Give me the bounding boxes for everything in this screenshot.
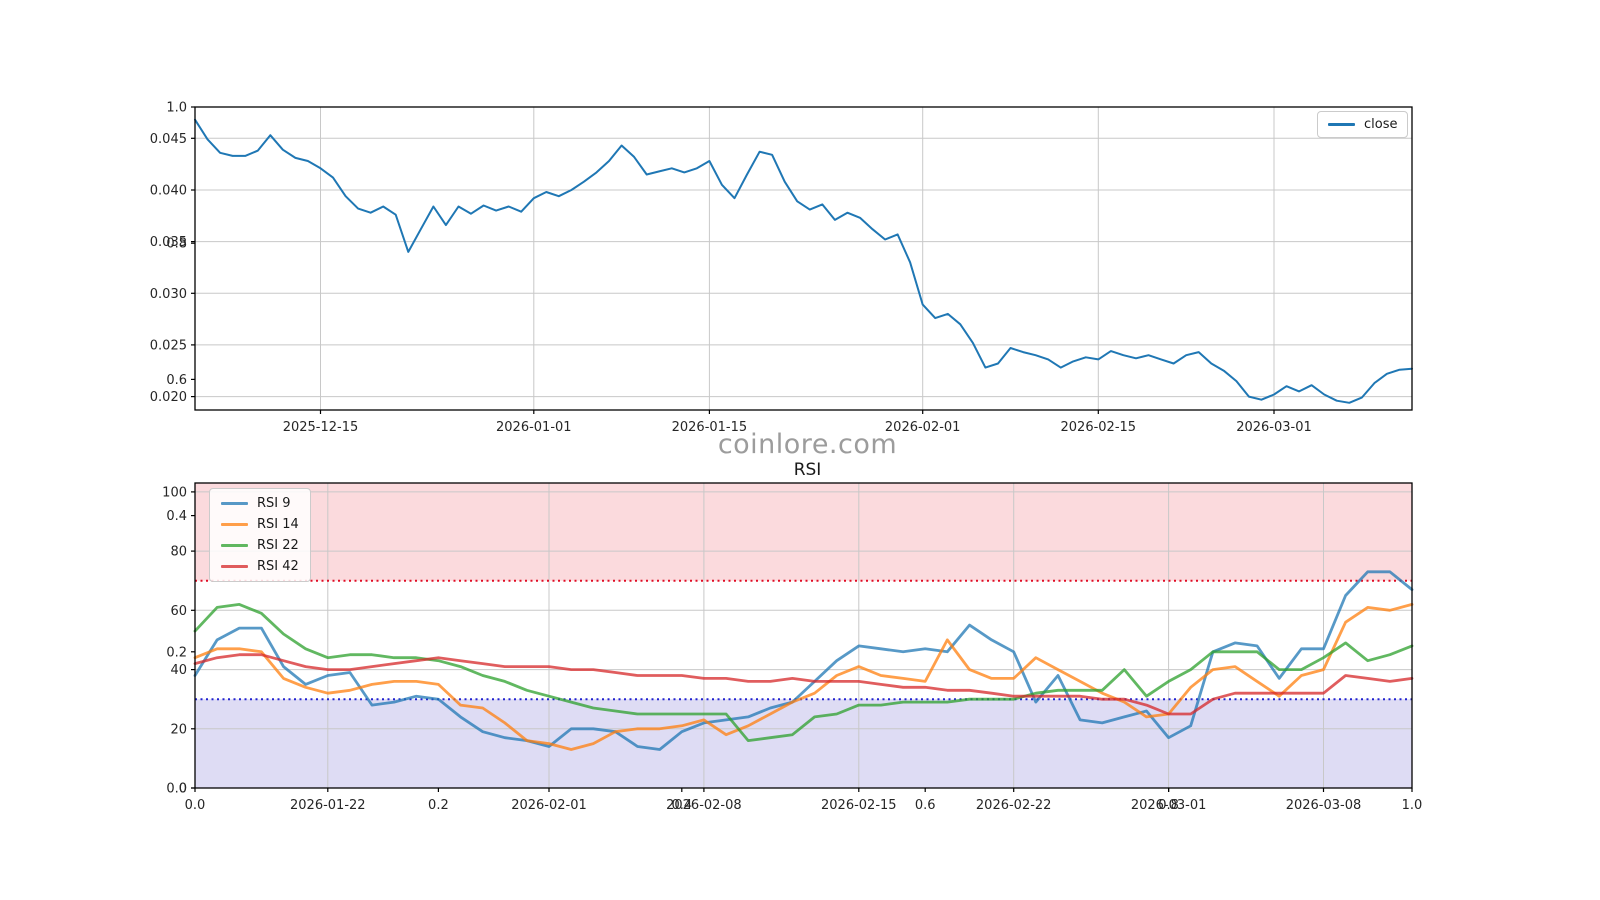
y-tick-label: 20 bbox=[170, 722, 187, 737]
overlay-y-tick-label: 1.0 bbox=[166, 101, 187, 116]
watermark: coinlore.com bbox=[717, 429, 898, 460]
y-tick-label: 60 bbox=[170, 604, 187, 619]
x-tick-label: 2026-02-01 bbox=[511, 798, 587, 813]
y-tick-label: 80 bbox=[170, 545, 187, 560]
series-line-rsi-14 bbox=[193, 603, 1414, 751]
overlay-x-tick-label: 0.4 bbox=[671, 798, 692, 813]
series-line-rsi-42 bbox=[193, 653, 1414, 716]
legend-line-sample bbox=[1328, 123, 1355, 126]
x-tick-label: 2026-02-15 bbox=[1061, 420, 1137, 435]
x-tick-label: 2026-02-08 bbox=[666, 798, 742, 813]
legend-label: close bbox=[1364, 117, 1398, 132]
overlay-y-tick-label: 0.4 bbox=[166, 509, 187, 524]
x-tick-label: 2026-03-01 bbox=[1131, 798, 1207, 813]
overlay-x-tick-label: 0.2 bbox=[428, 798, 449, 813]
y-tick-label: 0.020 bbox=[150, 390, 187, 405]
legend-item: RSI 22 bbox=[221, 538, 299, 553]
overlay-x-tick-label: 0.0 bbox=[185, 798, 206, 813]
x-tick-label: 2026-03-01 bbox=[1236, 420, 1312, 435]
x-tick-label: 2026-01-01 bbox=[496, 420, 572, 435]
legend-item: RSI 9 bbox=[221, 496, 299, 511]
x-tick-label: 2026-01-15 bbox=[672, 420, 748, 435]
rsi-legend: RSI 9 RSI 14 RSI 22 RSI 42 bbox=[209, 488, 311, 582]
series-line-close bbox=[194, 118, 1413, 404]
x-tick-label: 2026-01-22 bbox=[290, 798, 366, 813]
threshold-band bbox=[195, 483, 1412, 581]
y-tick-label: 100 bbox=[162, 485, 187, 500]
y-tick-label: 0.030 bbox=[150, 287, 187, 302]
y-tick-label: 0.045 bbox=[150, 132, 187, 147]
overlay-x-tick-label: 0.8 bbox=[1158, 798, 1179, 813]
legend-label: RSI 14 bbox=[257, 517, 299, 532]
x-tick-label: 2026-03-08 bbox=[1286, 798, 1362, 813]
x-tick-label: 2026-02-01 bbox=[885, 420, 961, 435]
overlay-x-tick-label: 0.6 bbox=[915, 798, 936, 813]
y-tick-label: 0.035 bbox=[150, 235, 187, 250]
x-tick-label: 2026-02-15 bbox=[821, 798, 897, 813]
overlay-y-tick-label: 0.8 bbox=[166, 237, 187, 252]
legend-line-sample bbox=[221, 523, 248, 526]
legend-label: RSI 42 bbox=[257, 559, 299, 574]
overlay-y-tick-label: 0.0 bbox=[166, 782, 187, 797]
y-tick-label: 0.025 bbox=[150, 338, 187, 353]
rsi-chart-title: RSI bbox=[793, 460, 822, 480]
legend-line-sample bbox=[221, 502, 248, 505]
overlay-y-tick-label: 0.6 bbox=[166, 373, 187, 388]
legend-item: close bbox=[1328, 117, 1397, 132]
x-tick-label: 2025-12-15 bbox=[283, 420, 359, 435]
axes-border bbox=[194, 106, 1413, 411]
series-line-rsi-9 bbox=[193, 570, 1414, 751]
series-line-rsi-22 bbox=[193, 603, 1414, 742]
y-tick-label: 40 bbox=[170, 663, 187, 678]
legend-item: RSI 14 bbox=[221, 517, 299, 532]
x-tick-label: 2026-02-22 bbox=[976, 798, 1052, 813]
y-tick-label: 0 bbox=[179, 782, 187, 797]
legend-line-sample bbox=[221, 565, 248, 568]
overlay-x-tick-label: 1.0 bbox=[1402, 798, 1423, 813]
legend-label: RSI 9 bbox=[257, 496, 291, 511]
threshold-band bbox=[195, 699, 1412, 788]
overlay-y-tick-label: 0.2 bbox=[166, 645, 187, 660]
legend-label: RSI 22 bbox=[257, 538, 299, 553]
axes-border bbox=[194, 482, 1413, 789]
price-legend: close bbox=[1317, 111, 1409, 138]
y-tick-label: 0.040 bbox=[150, 184, 187, 199]
legend-line-sample bbox=[221, 544, 248, 547]
legend-item: RSI 42 bbox=[221, 559, 299, 574]
